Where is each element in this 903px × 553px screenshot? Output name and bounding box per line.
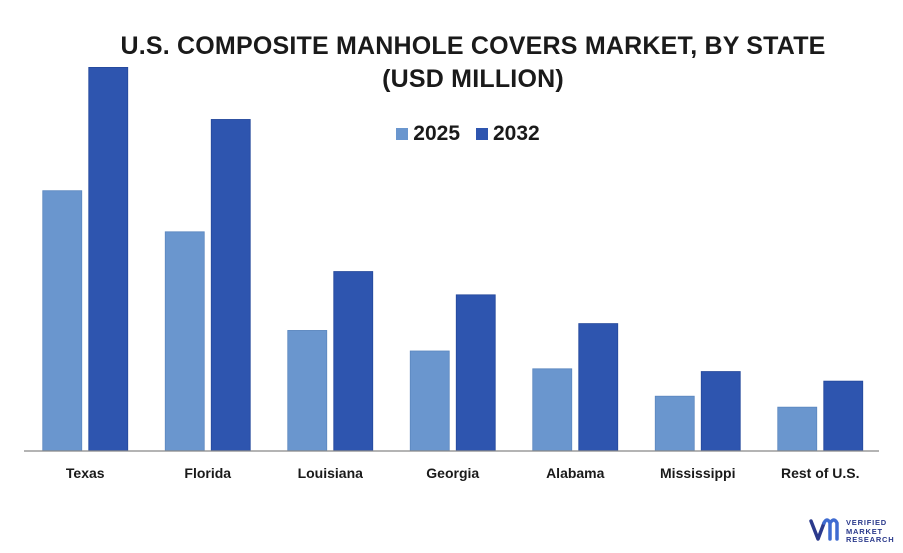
bars-group (42, 67, 864, 452)
chart-title-line2: (USD MILLION) (382, 65, 564, 93)
legend-swatch-2032 (476, 128, 488, 140)
legend-label-2032: 2032 (493, 122, 540, 145)
vmr-logo-mark-icon (809, 518, 839, 541)
legend-label-2025: 2025 (413, 122, 460, 145)
x-tick-label: Alabama (546, 465, 605, 481)
vmr-logo-line1: VERIFIED (846, 518, 887, 527)
legend-item-2032: 2032 (476, 122, 540, 146)
chart-legend: 2025 2032 (0, 122, 903, 146)
bar-2025-florida (164, 231, 205, 452)
vmr-logo: VERIFIED MARKET RESEARCH (809, 513, 895, 549)
bar-2032-alabama (578, 323, 619, 452)
bar-2032-mississippi (700, 371, 741, 452)
bar-2025-texas (42, 190, 83, 452)
chart-title: U.S. COMPOSITE MANHOLE COVERS MARKET, BY… (0, 30, 903, 96)
x-tick-label: Mississippi (660, 465, 735, 481)
x-tick-label: Texas (66, 465, 105, 481)
bar-2032-rest-of-u-s (823, 380, 864, 452)
vmr-logo-line3: RESEARCH (846, 535, 895, 544)
bar-2032-texas (88, 67, 129, 452)
bar-2025-georgia (409, 350, 450, 452)
x-tick-label: Florida (184, 465, 231, 481)
bar-2032-georgia (455, 294, 496, 452)
bar-2025-mississippi (654, 395, 695, 452)
legend-swatch-2025 (396, 128, 409, 140)
bar-2032-florida (210, 119, 251, 452)
vmr-logo-line2: MARKET (846, 526, 883, 536)
bar-2025-louisiana (287, 330, 328, 452)
x-tick-label: Rest of U.S. (781, 465, 860, 481)
vmr-logo-text: VERIFIED MARKET RESEARCH (846, 518, 895, 545)
x-tick-label: Louisiana (298, 465, 364, 481)
tick-labels-group: Texas Florida Louisiana Georgia Alabama Missi… (66, 465, 860, 481)
bar-2032-louisiana (333, 271, 374, 452)
x-tick-label: Georgia (426, 465, 479, 481)
legend-item-2025: 2025 (396, 122, 460, 146)
bar-2025-alabama (532, 368, 573, 452)
bar-2025-rest-of-u-s (777, 406, 818, 452)
chart-title-line1: U.S. COMPOSITE MANHOLE COVERS MARKET, BY… (120, 32, 826, 60)
